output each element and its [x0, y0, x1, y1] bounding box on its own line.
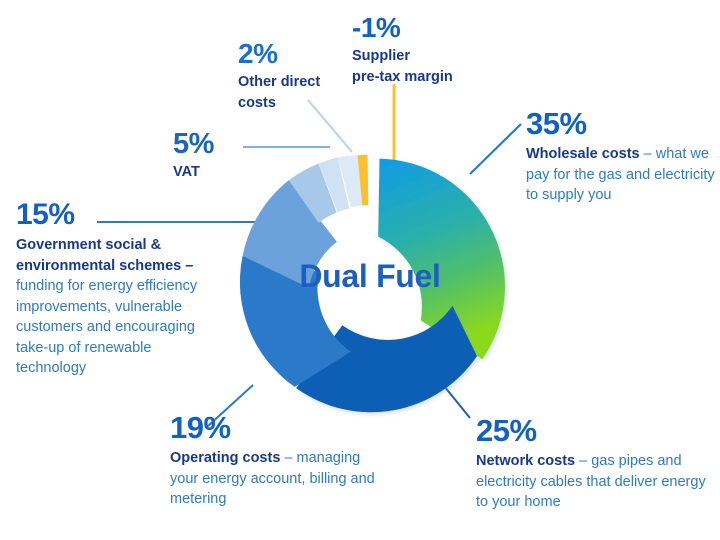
segment-operating-costs[interactable] — [239, 255, 351, 387]
callout-government-schemes: 15% Government social & environmental sc… — [16, 200, 216, 379]
leader-line-other-direct — [307, 99, 353, 153]
leader-line-wholesale — [469, 123, 522, 175]
callout-government-description: Government social & environmental scheme… — [16, 235, 216, 379]
callout-government-percent: 15% — [16, 198, 75, 231]
callout-vat-percent: 5% — [173, 128, 214, 160]
callout-network-lead: Network costs — [476, 453, 576, 469]
callout-network-percent: 25% — [476, 413, 537, 448]
callout-network-rest: – gas pipes and electricity cables that … — [476, 453, 706, 511]
segment-government-schemes[interactable] — [242, 180, 337, 288]
callout-network-costs: 25% Network costs – gas pipes and electr… — [476, 415, 708, 513]
donut-center-label: Dual Fuel — [299, 258, 441, 294]
segment-vat[interactable] — [288, 163, 337, 223]
callout-wholesale-costs: 35% Wholesale costs – what we pay for th… — [526, 108, 716, 206]
callout-other-direct-title-line1: Other direct — [238, 74, 321, 90]
callout-government-rest: funding for energy efficiency improvemen… — [16, 278, 198, 377]
callout-government-lead: Government social & environmental scheme… — [16, 237, 194, 274]
callout-operating-costs: 19% Operating costs – managing your ener… — [170, 412, 385, 510]
callout-wholesale-description: Wholesale costs – what we pay for the ga… — [526, 144, 716, 206]
callout-other-direct-costs: 2% Other direct costs — [238, 40, 368, 113]
callout-network-description: Network costs – gas pipes and electricit… — [476, 451, 708, 513]
callout-vat-title: VAT — [173, 164, 200, 180]
segment-other-direct-costs[interactable] — [318, 157, 350, 213]
segment-other-direct-costs-inner — [337, 155, 363, 207]
callout-vat: 5% VAT — [173, 130, 283, 183]
callout-other-direct-title: Other direct costs — [238, 72, 368, 113]
segment-supplier-pretax-margin[interactable] — [357, 154, 369, 206]
callout-wholesale-lead: Wholesale costs — [526, 146, 640, 162]
callout-supplier-pretax-margin: -1% Supplier pre-tax margin — [352, 14, 502, 87]
callout-wholesale-rest: – what we pay for the gas and electricit… — [526, 146, 715, 204]
callout-other-direct-percent: 2% — [238, 38, 278, 69]
callout-operating-rest: – managing your energy account, billing … — [170, 450, 375, 508]
callout-supplier-title-line2: pre-tax margin — [352, 68, 453, 85]
callout-supplier-title: Supplier pre-tax margin — [352, 46, 502, 87]
callout-operating-lead: Operating costs — [170, 450, 281, 466]
segment-wholesale-costs[interactable] — [378, 158, 505, 360]
callout-other-direct-title-line2: costs — [238, 94, 276, 111]
callout-supplier-title-line1: Supplier — [352, 48, 411, 64]
callout-wholesale-percent: 35% — [526, 106, 587, 141]
leader-line-operating — [207, 384, 254, 427]
callout-operating-description: Operating costs – managing your energy a… — [170, 448, 385, 510]
callout-supplier-percent: -1% — [352, 12, 401, 43]
callout-operating-percent: 19% — [170, 410, 231, 445]
segment-network-costs[interactable] — [296, 305, 477, 413]
